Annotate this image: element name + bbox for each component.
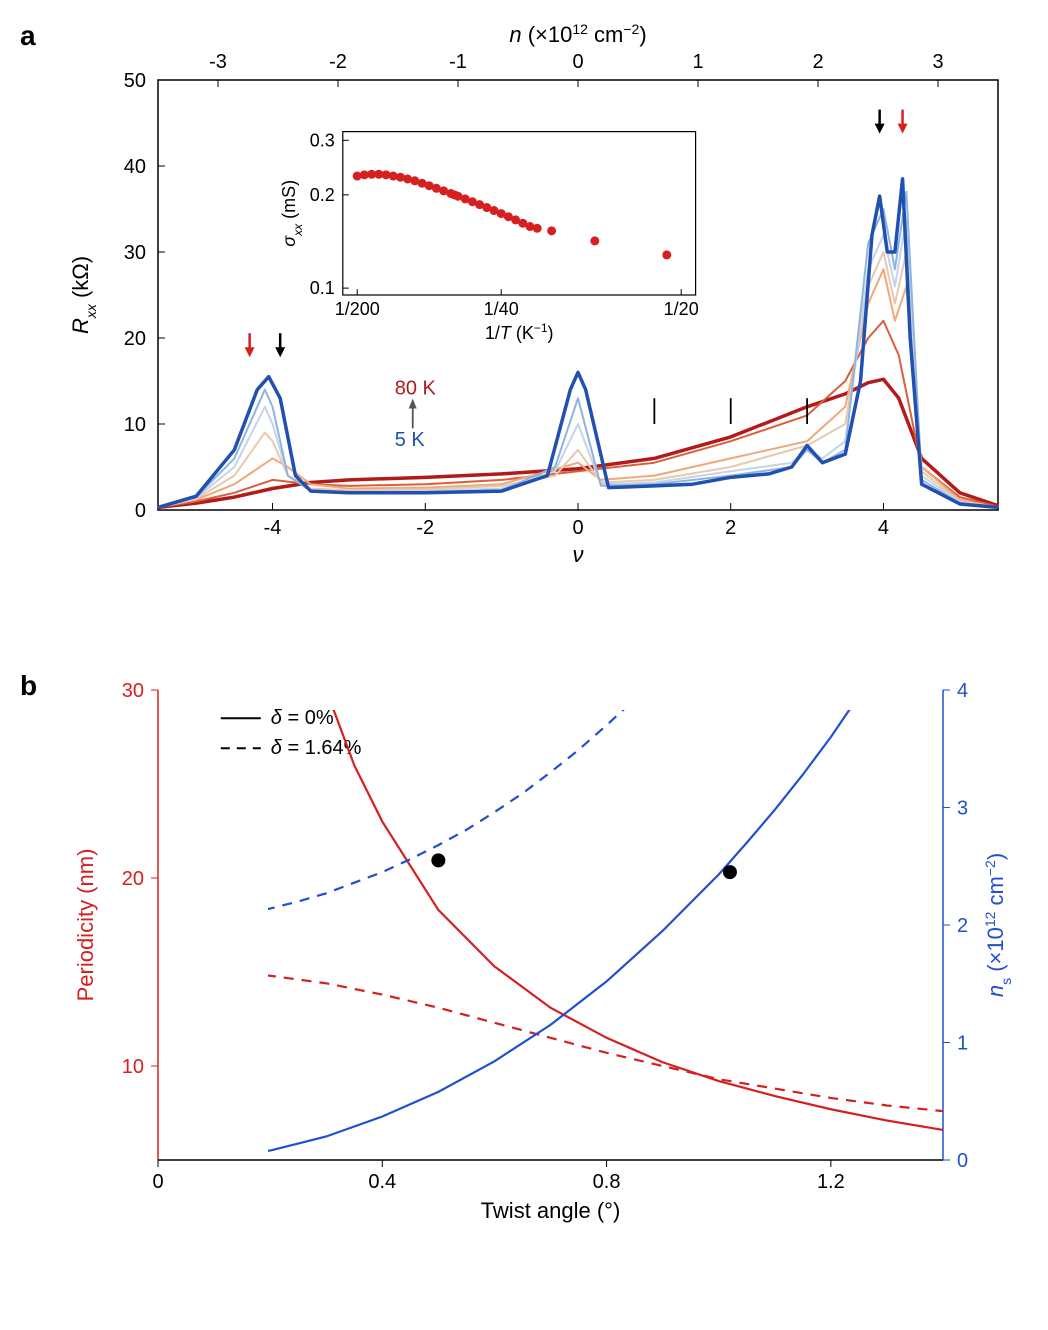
svg-text:0.4: 0.4 bbox=[368, 1171, 396, 1193]
svg-text:4: 4 bbox=[878, 517, 889, 539]
svg-text:δ = 0%: δ = 0% bbox=[271, 707, 334, 729]
svg-text:2: 2 bbox=[812, 51, 823, 73]
svg-text:0: 0 bbox=[152, 1171, 163, 1193]
svg-text:σxx (mS): σxx (mS) bbox=[279, 180, 305, 247]
svg-text:30: 30 bbox=[124, 242, 146, 264]
svg-text:5 K: 5 K bbox=[395, 429, 426, 451]
svg-text:50: 50 bbox=[124, 70, 146, 92]
svg-text:80 K: 80 K bbox=[395, 378, 437, 400]
svg-text:40: 40 bbox=[124, 156, 146, 178]
svg-text:ν: ν bbox=[573, 542, 584, 567]
svg-text:20: 20 bbox=[122, 868, 144, 890]
panel-b-label: b bbox=[20, 670, 37, 702]
svg-text:1/T (K−1): 1/T (K−1) bbox=[485, 321, 554, 343]
svg-text:0.2: 0.2 bbox=[310, 185, 335, 205]
svg-text:0: 0 bbox=[957, 1150, 968, 1172]
svg-text:0: 0 bbox=[572, 51, 583, 73]
svg-text:-4: -4 bbox=[264, 517, 282, 539]
svg-text:-1: -1 bbox=[449, 51, 467, 73]
panel-a-label: a bbox=[20, 20, 36, 52]
svg-text:0: 0 bbox=[572, 517, 583, 539]
svg-text:1: 1 bbox=[957, 1033, 968, 1055]
svg-text:-2: -2 bbox=[416, 517, 434, 539]
figure-container: a -4-2024ν-3-2-10123n (×1012 cm−2)010203… bbox=[20, 20, 1028, 1270]
svg-text:Rxx (kΩ): Rxx (kΩ) bbox=[68, 256, 99, 334]
svg-text:30: 30 bbox=[122, 680, 144, 702]
svg-text:1: 1 bbox=[692, 51, 703, 73]
panel-a: a -4 -2 0 2 4 ν -3 -2 -1 0 1 2 3 n (×1012 cm−2) 0 10 20 3… bbox=[20, 20, 1028, 630]
svg-text:Twist angle (°): Twist angle (°) bbox=[481, 1198, 621, 1223]
svg-text:0.3: 0.3 bbox=[310, 130, 335, 150]
svg-text:20: 20 bbox=[124, 328, 146, 350]
svg-text:0.1: 0.1 bbox=[310, 278, 335, 298]
svg-text:1.2: 1.2 bbox=[817, 1171, 845, 1193]
svg-text:10: 10 bbox=[124, 414, 146, 436]
svg-text:3: 3 bbox=[957, 798, 968, 820]
svg-text:0.8: 0.8 bbox=[593, 1171, 621, 1193]
svg-text:0: 0 bbox=[135, 500, 146, 522]
svg-text:2: 2 bbox=[725, 517, 736, 539]
panel-a-svg: -4 -2 0 2 4 ν -3 -2 -1 0 1 2 3 n (×1012 cm−2) 0 10 20 30 4… bbox=[48, 20, 1028, 620]
svg-text:n (×1012 cm−2): n (×1012 cm−2) bbox=[509, 21, 646, 47]
svg-text:4: 4 bbox=[957, 680, 968, 702]
svg-text:3: 3 bbox=[932, 51, 943, 73]
svg-text:2: 2 bbox=[957, 915, 968, 937]
svg-text:-3: -3 bbox=[209, 51, 227, 73]
svg-text:Periodicity (nm): Periodicity (nm) bbox=[73, 849, 98, 1002]
svg-text:-2: -2 bbox=[329, 51, 347, 73]
panel-b: b 00.40.81.2Twist angle (°)102030Periodi… bbox=[20, 670, 1028, 1270]
svg-text:1/40: 1/40 bbox=[484, 299, 519, 319]
svg-text:1/200: 1/200 bbox=[335, 299, 380, 319]
svg-text:10: 10 bbox=[122, 1056, 144, 1078]
svg-text:ns (×1012 cm−2): ns (×1012 cm−2) bbox=[982, 853, 1014, 997]
panel-b-svg: 00.40.81.2Twist angle (°)102030Periodici… bbox=[48, 670, 1028, 1250]
svg-text:1/20: 1/20 bbox=[664, 299, 699, 319]
